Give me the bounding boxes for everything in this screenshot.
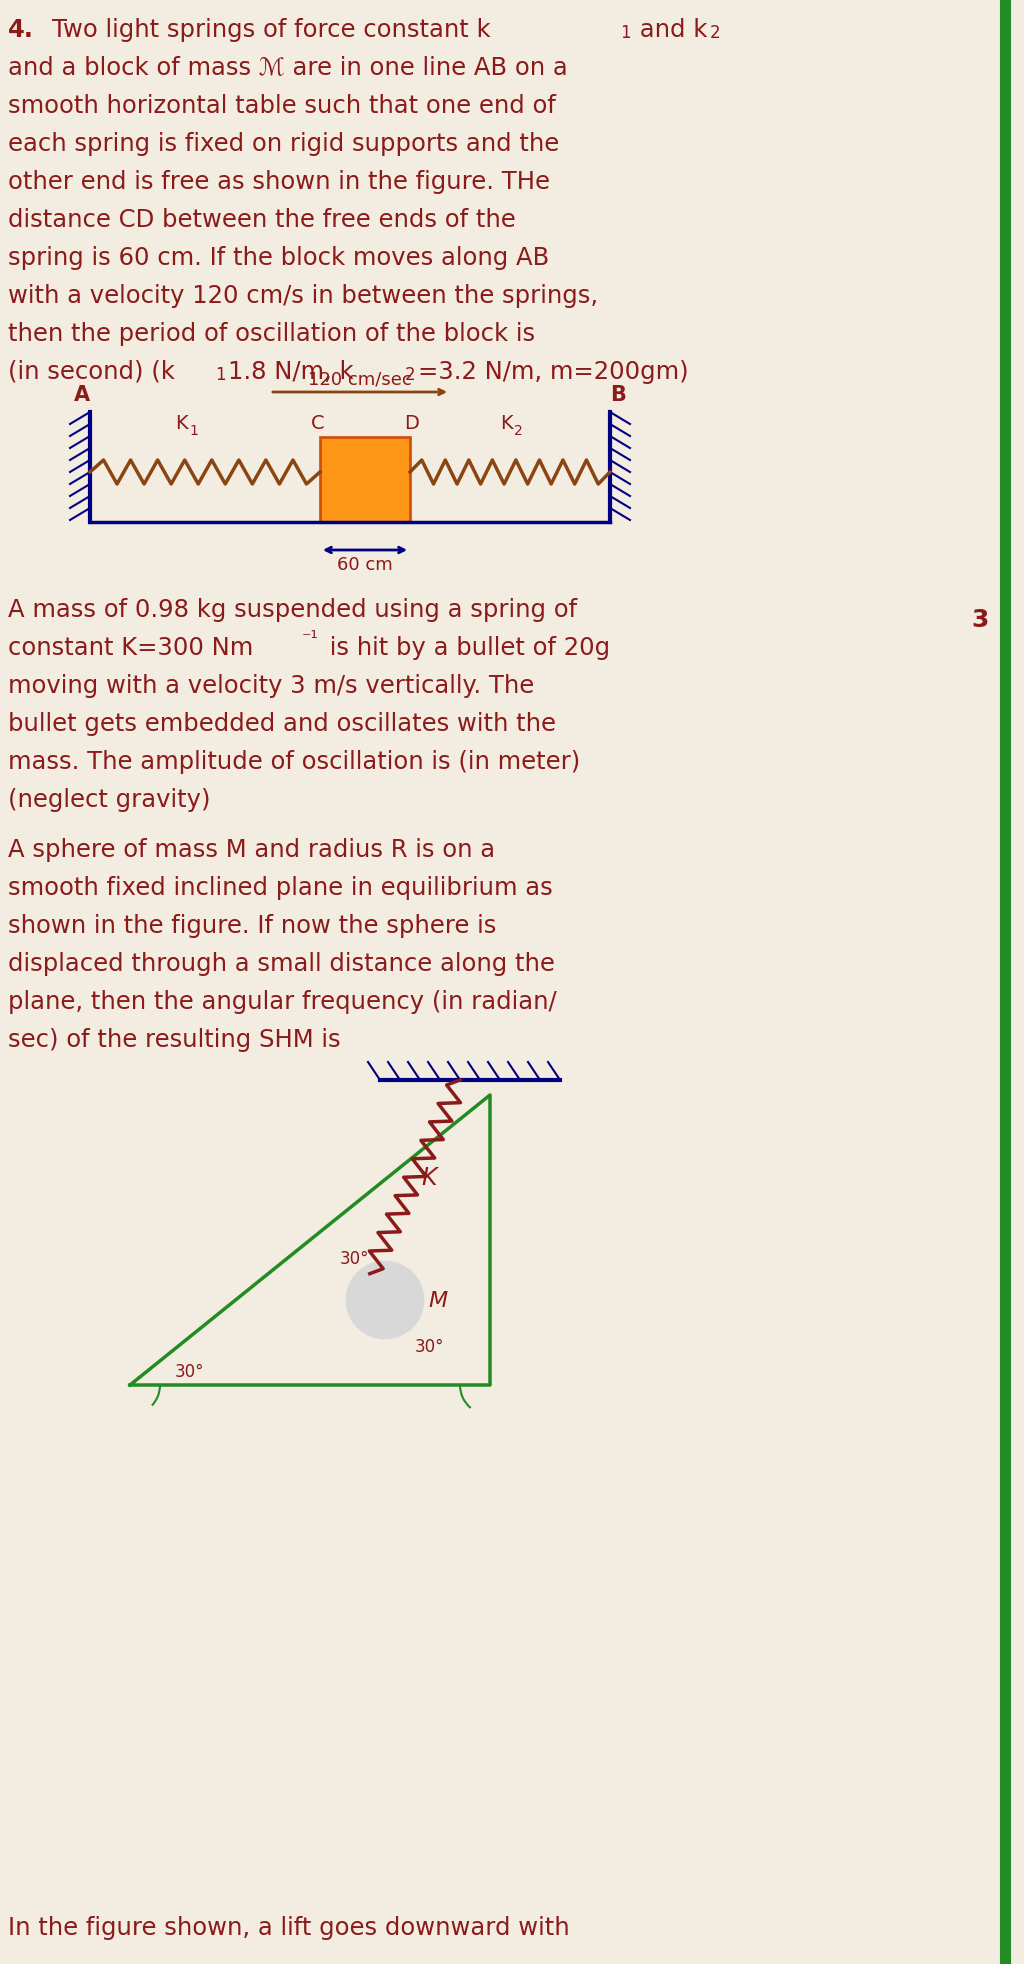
Text: A: A	[74, 385, 90, 405]
Text: A mass of 0.98 kg suspended using a spring of: A mass of 0.98 kg suspended using a spri…	[8, 597, 578, 623]
Text: smooth horizontal table such that one end of: smooth horizontal table such that one en…	[8, 94, 556, 118]
Text: and a block of mass ℳ are in one line AB on a: and a block of mass ℳ are in one line AB…	[8, 55, 567, 81]
Text: 3: 3	[972, 607, 989, 632]
Text: sec) of the resulting SHM is: sec) of the resulting SHM is	[8, 1027, 341, 1051]
Text: distance CD between the free ends of the: distance CD between the free ends of the	[8, 208, 516, 232]
Text: 30°: 30°	[340, 1249, 370, 1267]
Text: other end is free as shown in the figure. THe: other end is free as shown in the figure…	[8, 171, 550, 194]
Text: is hit by a bullet of 20g: is hit by a bullet of 20g	[322, 636, 610, 660]
Text: constant K=300 Nm: constant K=300 Nm	[8, 636, 253, 660]
Text: D: D	[404, 414, 420, 432]
Text: 60 cm: 60 cm	[337, 556, 393, 573]
Text: then the period of oscillation of the block is: then the period of oscillation of the bl…	[8, 322, 536, 346]
Text: smooth fixed inclined plane in equilibrium as: smooth fixed inclined plane in equilibri…	[8, 876, 553, 900]
Text: moving with a velocity 3 m/s vertically. The: moving with a velocity 3 m/s vertically.…	[8, 674, 535, 697]
Text: plane, then the angular frequency (in radian/: plane, then the angular frequency (in ra…	[8, 990, 557, 1013]
Circle shape	[347, 1263, 423, 1337]
Text: shown in the figure. If now the sphere is: shown in the figure. If now the sphere i…	[8, 913, 497, 937]
Text: K: K	[422, 1165, 437, 1190]
Text: 1: 1	[620, 24, 631, 41]
Text: =3.2 N/m, m=200gm): =3.2 N/m, m=200gm)	[418, 359, 688, 383]
Text: K: K	[500, 414, 513, 432]
Text: 2: 2	[710, 24, 721, 41]
Text: 120 cm/sec: 120 cm/sec	[308, 369, 412, 387]
Text: 1.8 N/m, k: 1.8 N/m, k	[228, 359, 353, 383]
Text: 30°: 30°	[415, 1337, 444, 1355]
Text: Two light springs of force constant k: Two light springs of force constant k	[52, 18, 490, 41]
Text: 4.: 4.	[8, 18, 34, 41]
Text: and k: and k	[632, 18, 708, 41]
Text: C: C	[311, 414, 325, 432]
Text: mass. The amplitude of oscillation is (in meter): mass. The amplitude of oscillation is (i…	[8, 750, 581, 774]
Text: ⁻¹: ⁻¹	[302, 630, 318, 648]
Text: 30°: 30°	[175, 1363, 205, 1381]
Text: 2: 2	[406, 365, 416, 383]
Text: A sphere of mass M and radius R is on a: A sphere of mass M and radius R is on a	[8, 837, 496, 862]
Text: B: B	[610, 385, 626, 405]
Text: 2: 2	[514, 424, 522, 438]
Bar	[319, 438, 410, 522]
Text: K: K	[175, 414, 187, 432]
Text: bullet gets embedded and oscillates with the: bullet gets embedded and oscillates with…	[8, 711, 556, 736]
Text: with a velocity 120 cm/s in between the springs,: with a velocity 120 cm/s in between the …	[8, 285, 598, 308]
Text: displaced through a small distance along the: displaced through a small distance along…	[8, 951, 555, 976]
Text: (neglect gravity): (neglect gravity)	[8, 788, 211, 811]
Text: spring is 60 cm. If the block moves along AB: spring is 60 cm. If the block moves alon…	[8, 246, 549, 269]
Text: M: M	[428, 1290, 447, 1310]
Text: each spring is fixed on rigid supports and the: each spring is fixed on rigid supports a…	[8, 132, 559, 155]
Text: (in second) (k: (in second) (k	[8, 359, 175, 383]
Text: In the figure shown, a lift goes downward with: In the figure shown, a lift goes downwar…	[8, 1915, 569, 1938]
Text: 1: 1	[189, 424, 198, 438]
Text: 1: 1	[215, 365, 225, 383]
